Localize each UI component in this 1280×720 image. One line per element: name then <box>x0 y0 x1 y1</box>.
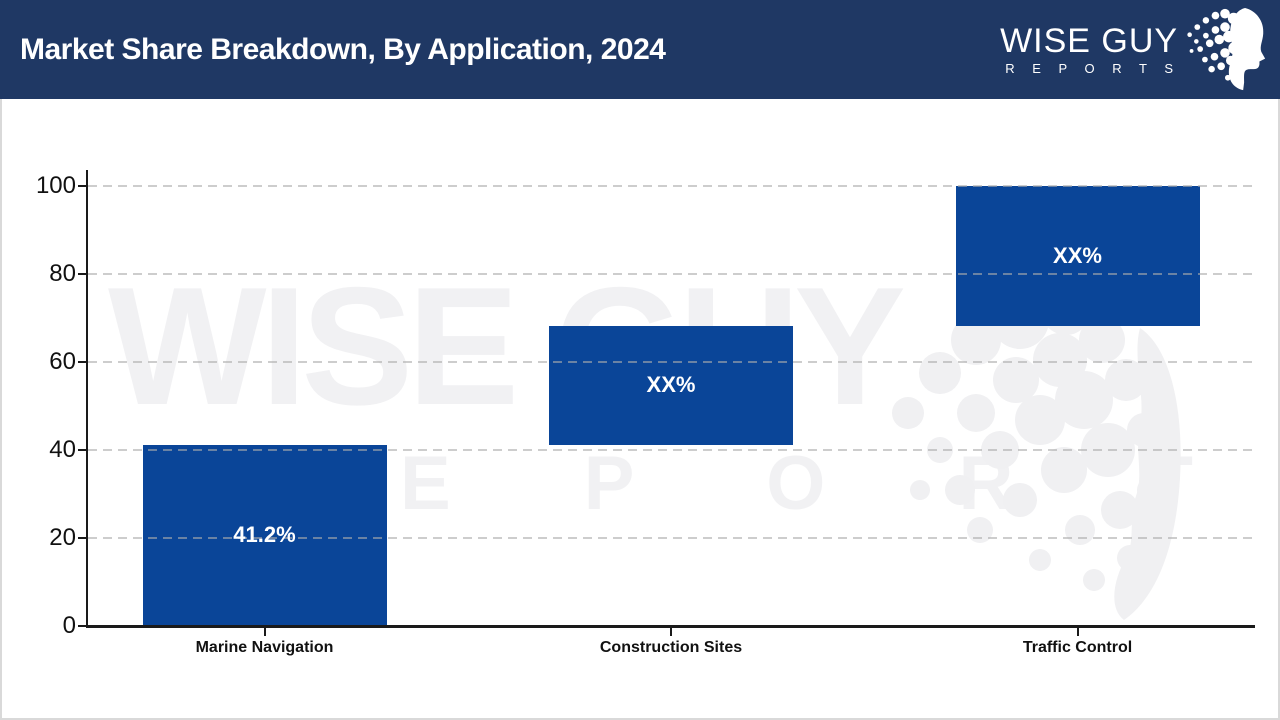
brand-logo-subtext: R E P O R T S <box>1005 60 1180 76</box>
gridline-y-100 <box>88 185 1254 187</box>
y-axis-tick-label: 80 <box>49 260 76 287</box>
y-axis-tick-label: 40 <box>49 436 76 463</box>
bar-value-label: XX% <box>1053 242 1102 268</box>
brand-logo-wordmark: WISE GUY <box>1000 21 1179 60</box>
x-axis-category-label: Marine Navigation <box>195 639 334 656</box>
x-axis-tick-0 <box>263 628 266 636</box>
header-bar: Market Share Breakdown, By Application, … <box>0 0 1280 99</box>
bar-marine-navigation[interactable] <box>142 444 387 626</box>
page-border-bottom <box>0 718 1280 720</box>
x-axis-tick-1 <box>670 628 672 636</box>
y-axis-tick-0 <box>78 625 86 627</box>
bar-value-label: XX% <box>646 372 696 398</box>
page-border-right <box>1278 99 1280 720</box>
x-axis-line <box>86 625 1255 628</box>
bar-construction-sites[interactable] <box>549 325 793 445</box>
gridline-y-20 <box>88 537 1254 539</box>
brand-logo-text: WISE GUY R E P O R T S <box>998 24 1180 76</box>
y-axis-tick-100 <box>78 185 86 187</box>
page-title: Market Share Breakdown, By Application, … <box>20 32 666 66</box>
bar-value-label: 41.2% <box>233 522 296 548</box>
y-axis-tick-80 <box>78 273 86 275</box>
y-axis-tick-label: 0 <box>62 612 76 639</box>
y-axis-tick-40 <box>78 449 86 451</box>
y-axis-tick-60 <box>78 361 86 363</box>
brand-logo-head-icon <box>1187 7 1266 90</box>
x-axis-category-label: Construction Sites <box>599 639 743 656</box>
bar-traffic-control[interactable] <box>955 186 1200 326</box>
y-axis-tick-label: 20 <box>49 524 76 551</box>
y-axis-tick-label: 100 <box>35 172 76 199</box>
gridline-y-80 <box>88 273 1254 275</box>
y-axis-tick-20 <box>78 537 86 539</box>
gridline-y-60 <box>88 361 1254 363</box>
gridline-y-40 <box>88 449 1254 451</box>
brand-logo: WISE GUY R E P O R T S <box>998 6 1270 94</box>
y-axis-tick-label: 60 <box>49 348 76 375</box>
x-axis-tick-2 <box>1076 628 1079 636</box>
page-border-left <box>0 99 2 720</box>
y-axis-line <box>86 170 88 628</box>
x-axis-category-label: Traffic Control <box>1022 639 1133 656</box>
